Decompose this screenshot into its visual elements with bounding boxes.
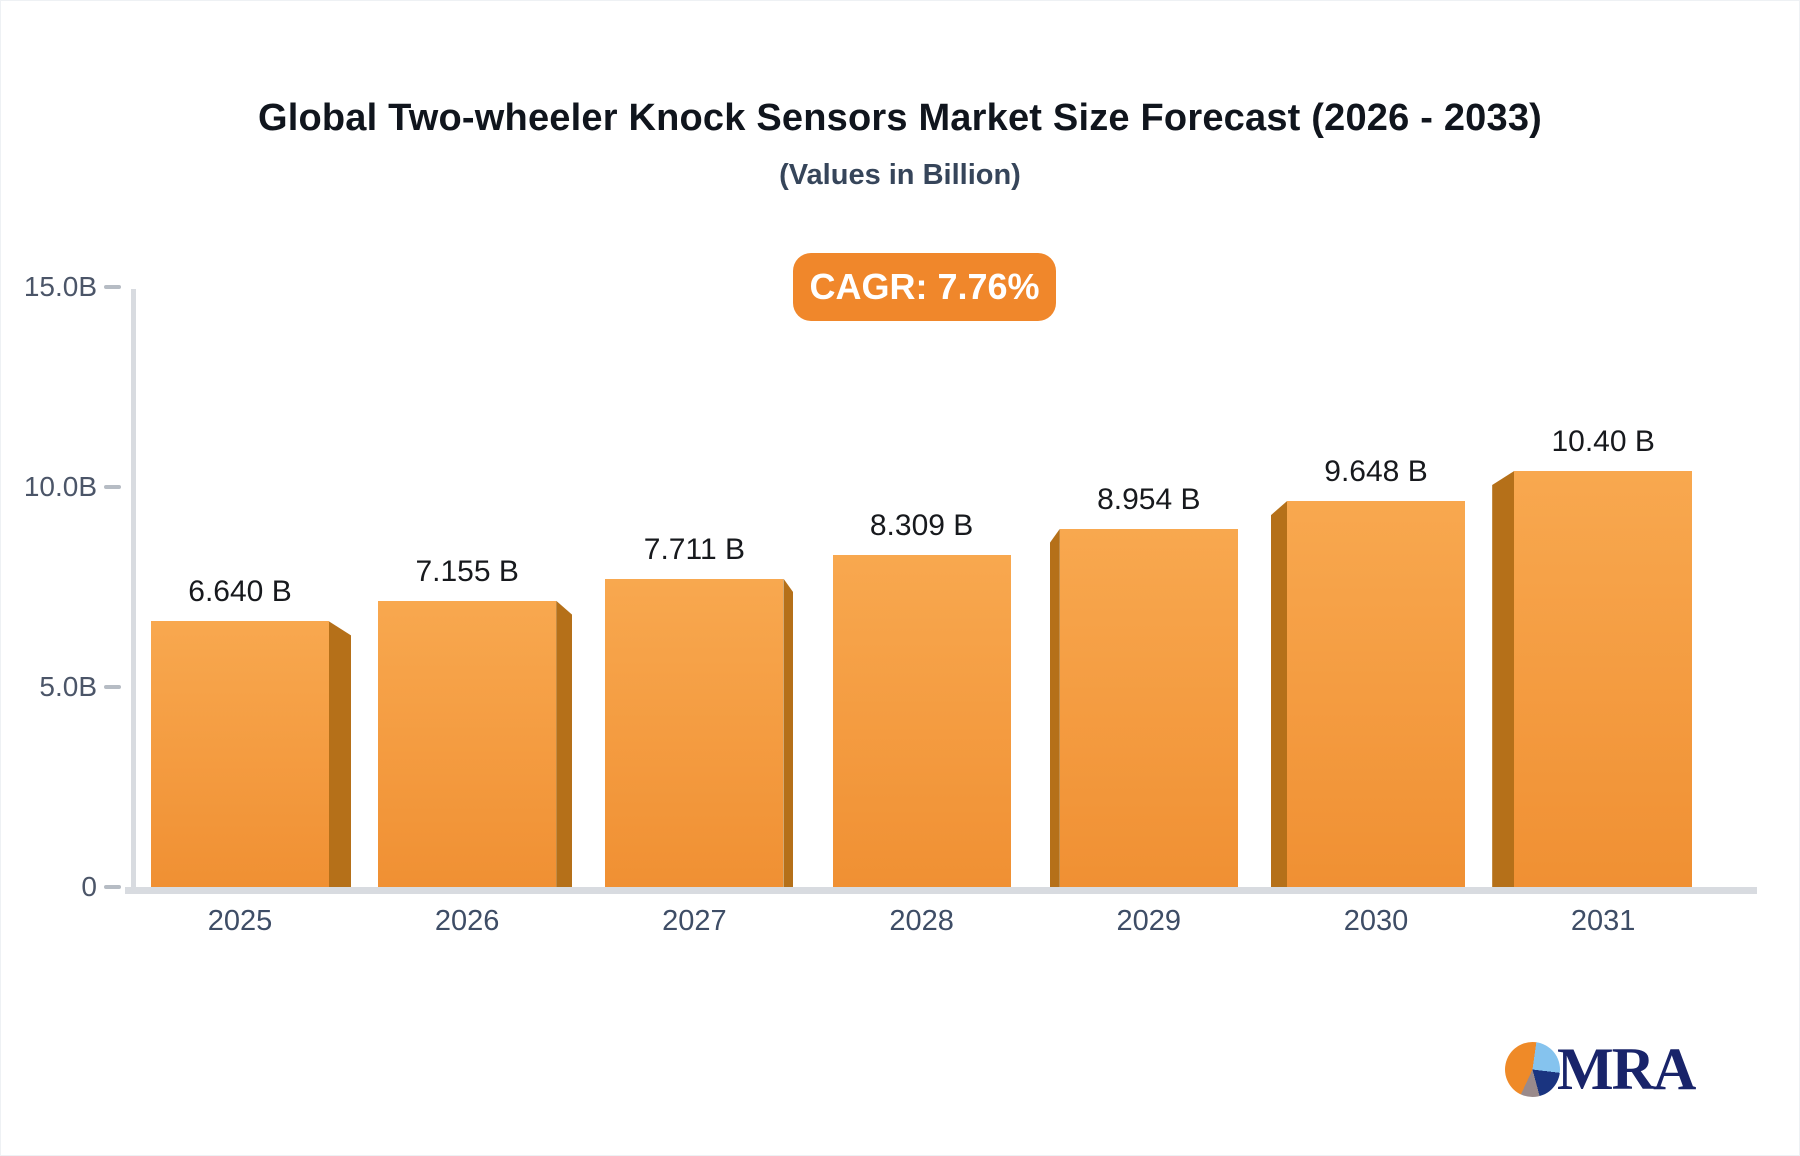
y-axis-tick <box>104 285 121 289</box>
bar <box>1059 528 1238 887</box>
x-axis-label: 2030 <box>1343 905 1409 937</box>
y-axis-tick <box>104 685 121 689</box>
y-axis-label: 10.0B <box>23 471 97 502</box>
x-axis-label: 2028 <box>889 905 954 937</box>
bar-value-label: 10.40 B <box>1551 425 1655 458</box>
bar-value-label: 7.711 B <box>643 532 745 566</box>
bar <box>1287 501 1465 887</box>
chart-title: Global Two-wheeler Knock Sensors Market … <box>257 97 1543 139</box>
bar-value-label: 8.309 B <box>869 508 974 542</box>
y-axis-label: 15.0B <box>23 271 97 302</box>
bar-value-label: 6.640 B <box>188 575 292 609</box>
x-axis-line <box>125 887 1757 894</box>
bar-side-face <box>329 621 351 887</box>
bar-side-face <box>1271 501 1287 887</box>
bar-side-face <box>783 578 794 887</box>
cagr-badge: CAGR: 7.76% <box>793 253 1056 321</box>
bar-side-face <box>556 600 573 887</box>
y-axis-label: 5.0B <box>39 671 97 702</box>
x-axis-label: 2031 <box>1570 905 1636 937</box>
x-axis-label: 2029 <box>1116 905 1182 937</box>
y-axis-line <box>131 289 136 894</box>
bar <box>605 578 784 887</box>
x-axis-label: 2027 <box>662 905 727 937</box>
y-axis-tick <box>104 485 121 489</box>
pie-chart-icon <box>1505 1041 1560 1097</box>
bar <box>1514 471 1693 887</box>
bar-value-label: 8.954 B <box>1097 482 1201 516</box>
x-axis-label: 2025 <box>207 905 273 937</box>
brand-logo: MRA <box>1505 1035 1696 1102</box>
y-axis-tick <box>104 885 121 889</box>
bar <box>151 621 329 887</box>
bar-value-label: 7.155 B <box>415 554 519 588</box>
bar-side-face <box>1049 528 1060 887</box>
y-axis-label: 0 <box>81 871 97 902</box>
x-axis-label: 2026 <box>434 905 500 937</box>
bar <box>832 554 1011 887</box>
bar-side-face <box>1492 471 1515 887</box>
brand-name: MRA <box>1557 1035 1696 1102</box>
chart-subtitle: (Values in Billion) <box>779 159 1021 191</box>
bar <box>378 600 557 887</box>
bar-value-label: 9.648 B <box>1324 455 1428 489</box>
